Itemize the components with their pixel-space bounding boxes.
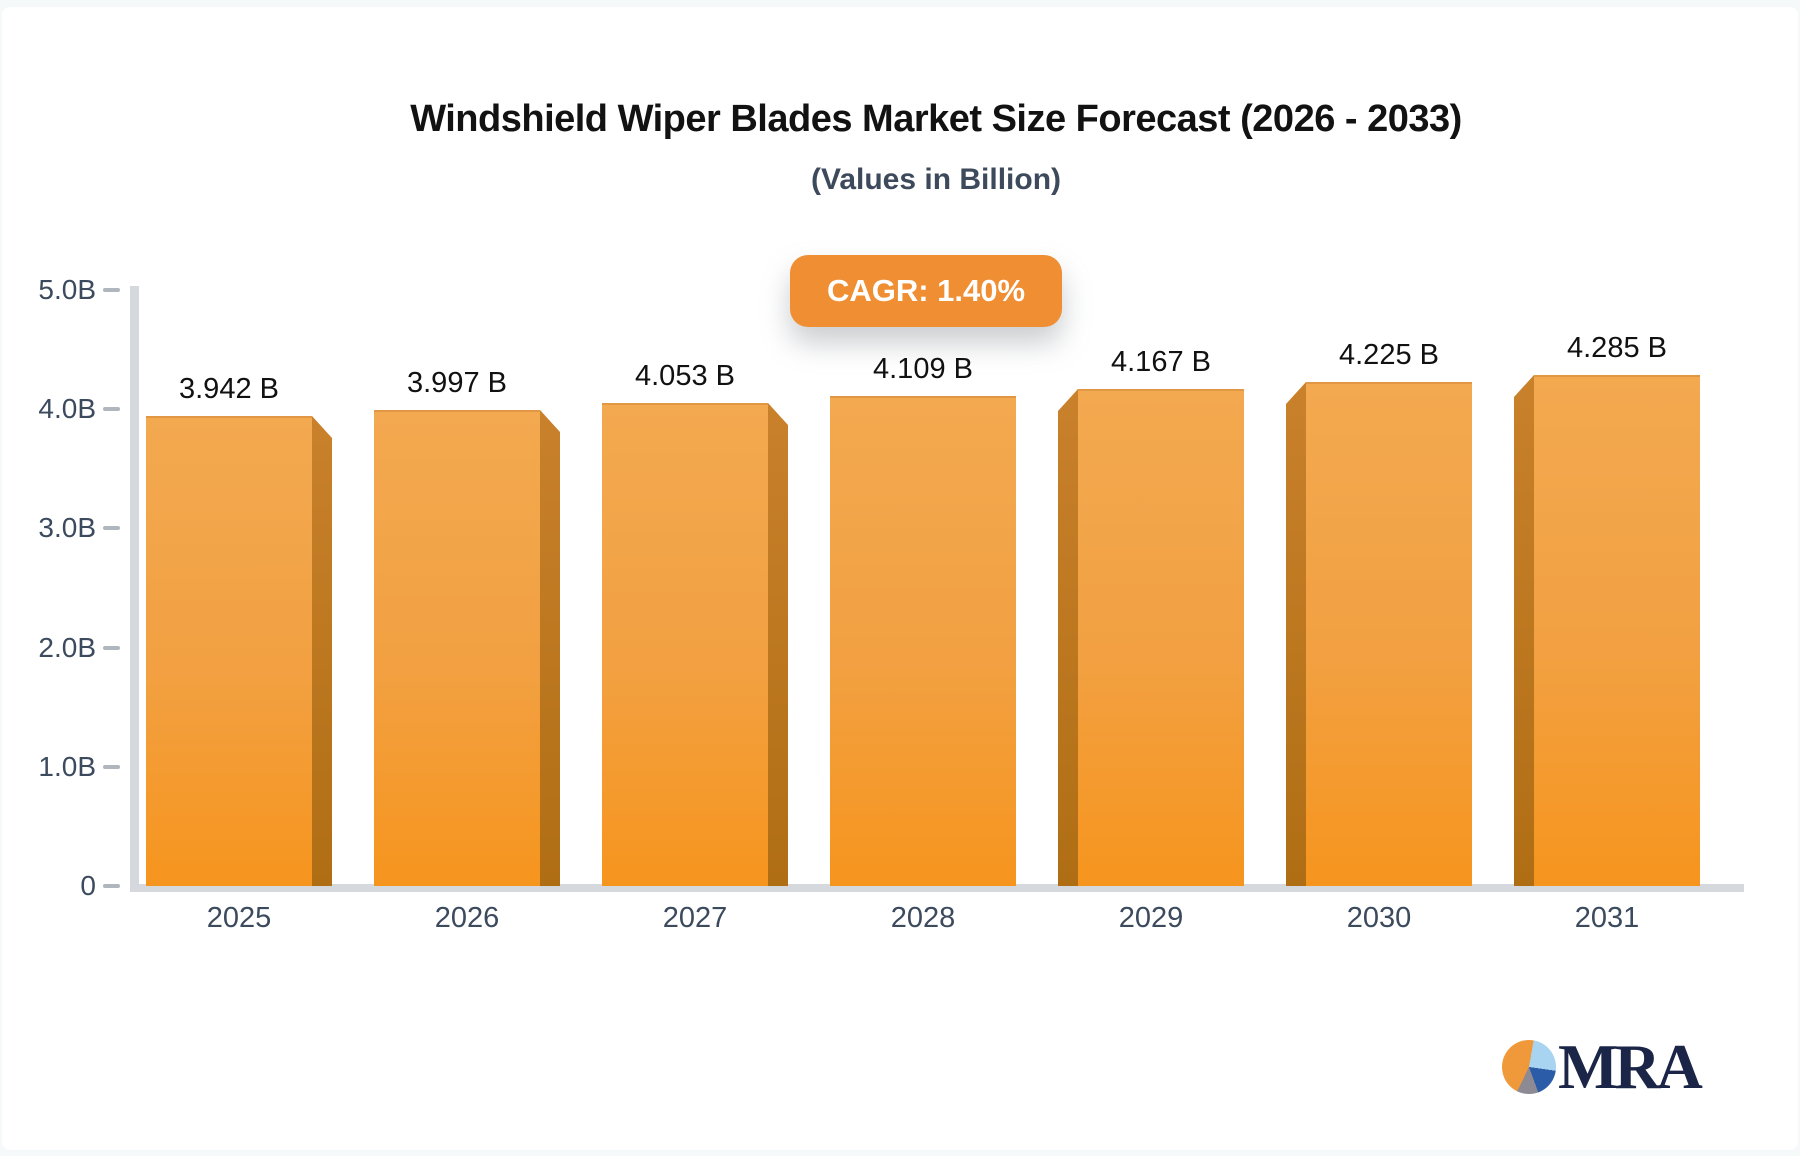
y-axis-tick: 0 <box>6 868 120 904</box>
mra-logo: MRA <box>1502 1031 1703 1102</box>
y-axis-line <box>130 286 139 892</box>
bar-front-face <box>830 396 1016 886</box>
bar-value-label: 3.942 B <box>179 373 279 405</box>
tick-dash-icon <box>103 646 120 650</box>
bar-front-face <box>146 416 312 886</box>
bar-value-label: 4.109 B <box>873 353 973 385</box>
cagr-badge: CAGR: 1.40% <box>790 255 1062 327</box>
x-axis-label: 2025 <box>206 902 272 934</box>
bar-value-label: 4.053 B <box>635 360 735 392</box>
y-axis-tick: 5.0B <box>6 272 120 308</box>
tick-dash-icon <box>103 407 120 411</box>
bar-side-face <box>540 410 560 886</box>
bar-front-face <box>1306 382 1472 886</box>
y-axis-tick-label: 1.0B <box>38 751 96 782</box>
y-axis-tick-label: 5.0B <box>38 274 96 305</box>
bar-side-face <box>1514 375 1534 886</box>
bar-front-face <box>1534 375 1700 886</box>
x-axis-label: 2026 <box>434 902 500 934</box>
bar-side-face <box>768 403 788 886</box>
x-axis-label: 2031 <box>1574 902 1640 934</box>
chart-subtitle: (Values in Billion) <box>810 163 1062 196</box>
y-axis-tick: 4.0B <box>6 391 120 427</box>
bar-side-face <box>312 416 332 886</box>
y-axis-tick-label: 0 <box>80 870 96 901</box>
x-axis-label: 2029 <box>1118 902 1184 934</box>
chart-title: Windshield Wiper Blades Market Size Fore… <box>410 98 1462 140</box>
bar-front-face <box>374 410 540 886</box>
y-axis-tick: 2.0B <box>6 630 120 666</box>
x-axis-label: 2030 <box>1346 902 1412 934</box>
y-axis-tick: 3.0B <box>6 510 120 546</box>
bar-value-label: 4.225 B <box>1339 339 1439 371</box>
bar-value-label: 4.167 B <box>1111 346 1211 378</box>
tick-dash-icon <box>103 765 120 769</box>
bar-side-face <box>1286 382 1306 886</box>
x-axis-label: 2028 <box>890 902 956 934</box>
y-axis-tick-label: 3.0B <box>38 512 96 543</box>
bar-value-label: 4.285 B <box>1567 332 1667 364</box>
bar-value-label: 3.997 B <box>407 367 507 399</box>
x-axis-label: 2027 <box>662 902 728 934</box>
y-axis-tick-label: 2.0B <box>38 632 96 663</box>
y-axis-tick: 1.0B <box>6 749 120 785</box>
mra-logo-text: MRA <box>1558 1031 1703 1102</box>
tick-dash-icon <box>103 526 120 530</box>
tick-dash-icon <box>103 288 120 292</box>
bar-side-face <box>1058 389 1078 886</box>
tick-dash-icon <box>103 884 120 888</box>
pie-chart-logo-icon <box>1502 1040 1556 1094</box>
y-axis-tick-label: 4.0B <box>38 393 96 424</box>
x-axis-line <box>130 884 1744 892</box>
cagr-badge-label: CAGR: 1.40% <box>826 273 1026 308</box>
bar-front-face <box>1078 389 1244 886</box>
bar-front-face <box>602 403 768 886</box>
